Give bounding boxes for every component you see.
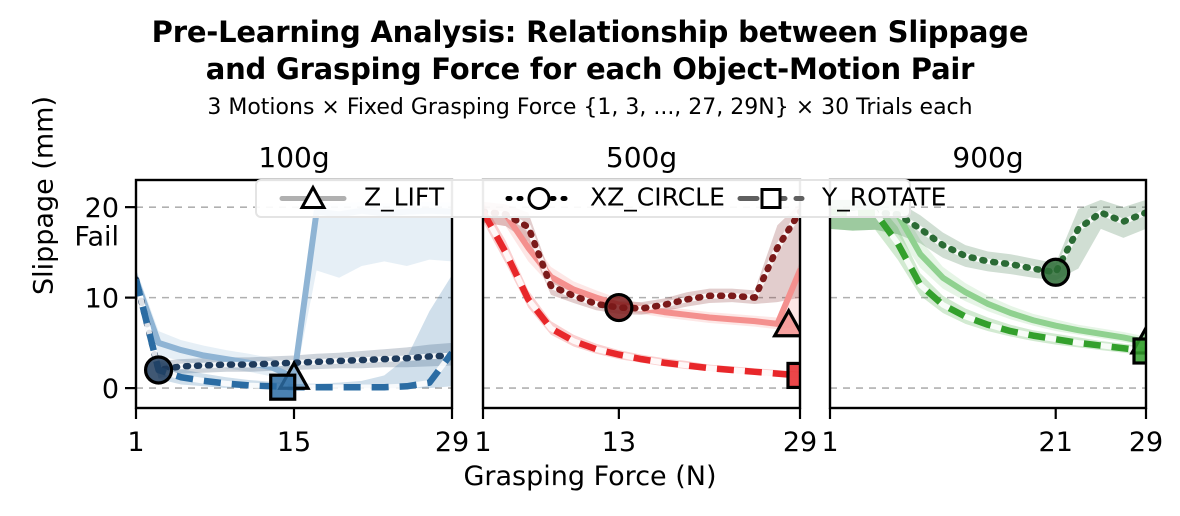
x-tick-label: 29 <box>1129 427 1163 458</box>
figure-subtitle: 3 Motions × Fixed Grasping Force {1, 3, … <box>207 95 973 121</box>
x-tick-label: 1 <box>821 427 838 458</box>
x-tick-label: 1 <box>127 427 144 458</box>
x-tick-label: 1 <box>474 427 491 458</box>
data-marker-XZ_CIRCLE[interactable] <box>143 355 174 385</box>
series-line-XZ_CIRCLE[interactable] <box>483 208 800 312</box>
panel-500g: 1 13 29 500g <box>474 141 817 458</box>
data-marker-XZ_CIRCLE[interactable] <box>604 292 634 323</box>
panel-title-500g: 500g <box>606 141 677 174</box>
x-axis-label: Grasping Force (N) <box>463 461 717 492</box>
x-tick-label: 13 <box>602 427 636 458</box>
legend-label-Z_LIFT: Z_LIFT <box>364 183 445 212</box>
chart-legend: Z_LIFT XZ_CIRCLE Y_ROTATE <box>255 179 946 218</box>
data-marker-XZ_CIRCLE[interactable] <box>1041 257 1071 287</box>
data-marker-Z_LIFT[interactable] <box>771 307 803 338</box>
x-tick-label: 29 <box>435 427 469 458</box>
series-line-Y_ROTATE[interactable] <box>830 208 1146 355</box>
legend-square-icon <box>760 188 782 209</box>
x-tick-label: 29 <box>783 427 817 458</box>
legend-label-XZ_CIRCLE: XZ_CIRCLE <box>590 183 725 212</box>
data-marker-Y_ROTATE[interactable] <box>786 361 812 390</box>
panel-title-900g: 900g <box>952 141 1023 174</box>
axes-frame <box>828 178 1148 410</box>
legend-background <box>255 179 911 218</box>
y-tick-label: 20 <box>85 193 119 224</box>
title-block: Pre-Learning Analysis: Relationship betw… <box>0 14 1180 122</box>
y-fail-label: Fail <box>74 222 119 253</box>
legend-item-Y_ROTATE[interactable]: Y_ROTATE <box>737 183 946 212</box>
x-tick-label: 21 <box>1039 427 1073 458</box>
legend-item-Z_LIFT[interactable]: Z_LIFT <box>279 183 445 212</box>
legend-triangle-icon <box>299 184 327 209</box>
confidence-band-XZ_CIRCLE <box>136 268 452 379</box>
data-marker-Y_ROTATE[interactable] <box>269 373 297 401</box>
y-tick-label: 0 <box>102 374 119 405</box>
panel-title-100g: 100g <box>258 141 329 174</box>
figure-title: Pre-Learning Analysis: Relationship betw… <box>151 15 1029 87</box>
confidence-band-Z_LIFT <box>136 201 452 387</box>
y-tick-label: 10 <box>85 284 119 315</box>
legend-label-Y_ROTATE: Y_ROTATE <box>821 183 946 212</box>
confidence-band-Z_LIFT <box>483 201 800 330</box>
x-tick-label: 15 <box>277 427 311 458</box>
data-marker-Y_ROTATE[interactable] <box>1132 337 1158 365</box>
legend-item-XZ_CIRCLE[interactable]: XZ_CIRCLE <box>505 183 725 212</box>
series-line-Y_ROTATE[interactable] <box>483 210 800 379</box>
legend-circle-icon <box>527 187 551 210</box>
